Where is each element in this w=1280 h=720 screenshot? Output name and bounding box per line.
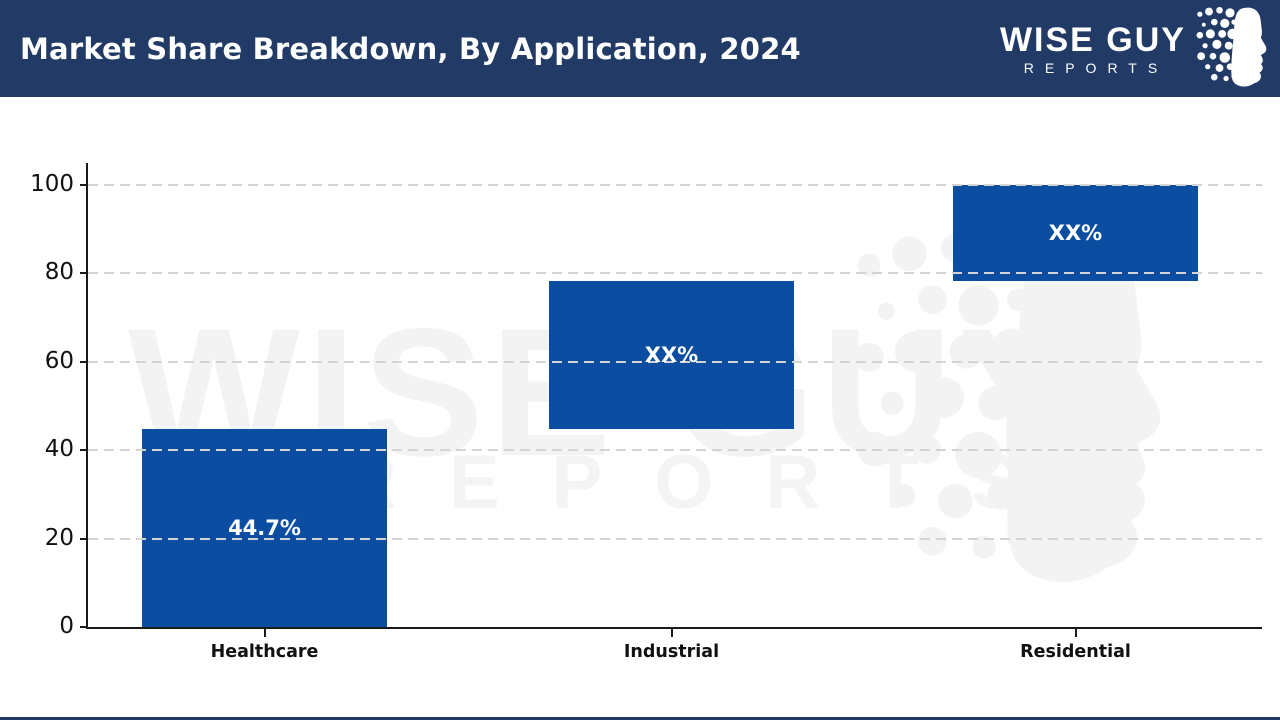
bar-value-label-industrial: XX% bbox=[644, 343, 699, 368]
header: Market Share Breakdown, By Application, … bbox=[0, 0, 1280, 97]
y-tick-60 bbox=[80, 360, 87, 363]
bar-value-label-residential: XX% bbox=[1048, 220, 1103, 245]
gridline-40 bbox=[88, 449, 1262, 452]
x-axis-spine bbox=[86, 627, 1262, 629]
brand-logo: WISE GUY REPORTS bbox=[1000, 5, 1280, 93]
gridline-60 bbox=[88, 360, 1262, 363]
y-tick-80 bbox=[80, 272, 87, 275]
watermark-subtext: REPORTS bbox=[342, 440, 1074, 525]
page-title: Market Share Breakdown, By Application, … bbox=[20, 31, 801, 66]
chart-area: WISE GUY REPORTS 44.7% XX% XX% 0 20 40 60 80 10… bbox=[0, 97, 1280, 717]
y-tick-0 bbox=[80, 626, 87, 628]
y-axis-spine bbox=[86, 163, 88, 629]
y-tick-label-80: 80 bbox=[44, 259, 74, 286]
y-tick-label-100: 100 bbox=[30, 171, 74, 197]
y-tick-40 bbox=[80, 449, 87, 452]
x-tick-label-healthcare: Healthcare bbox=[210, 642, 319, 662]
x-tick-label-industrial: Industrial bbox=[623, 642, 720, 662]
gridline-100 bbox=[88, 184, 1262, 186]
y-tick-label-0: 0 bbox=[59, 613, 74, 639]
bar-value-label-healthcare: 44.7% bbox=[228, 516, 301, 541]
logo-subtext: REPORTS bbox=[1023, 59, 1169, 76]
bar-healthcare bbox=[142, 429, 387, 627]
y-tick-label-60: 60 bbox=[44, 347, 74, 374]
logo-face-icon bbox=[1194, 5, 1270, 93]
x-tick-industrial bbox=[670, 629, 673, 637]
y-tick-20 bbox=[80, 537, 87, 540]
x-tick-healthcare bbox=[263, 629, 266, 637]
x-tick-residential bbox=[1074, 629, 1077, 637]
bar-industrial bbox=[549, 280, 794, 430]
footer-bar bbox=[0, 717, 1280, 720]
x-tick-label-residential: Residential bbox=[1020, 642, 1131, 662]
y-tick-100 bbox=[80, 184, 87, 186]
gridline-80 bbox=[88, 272, 1262, 275]
y-tick-label-20: 20 bbox=[44, 524, 74, 551]
logo-wordmark: WISE GUY bbox=[999, 20, 1186, 59]
y-tick-label-40: 40 bbox=[44, 436, 74, 463]
gridline-20 bbox=[88, 537, 1262, 540]
